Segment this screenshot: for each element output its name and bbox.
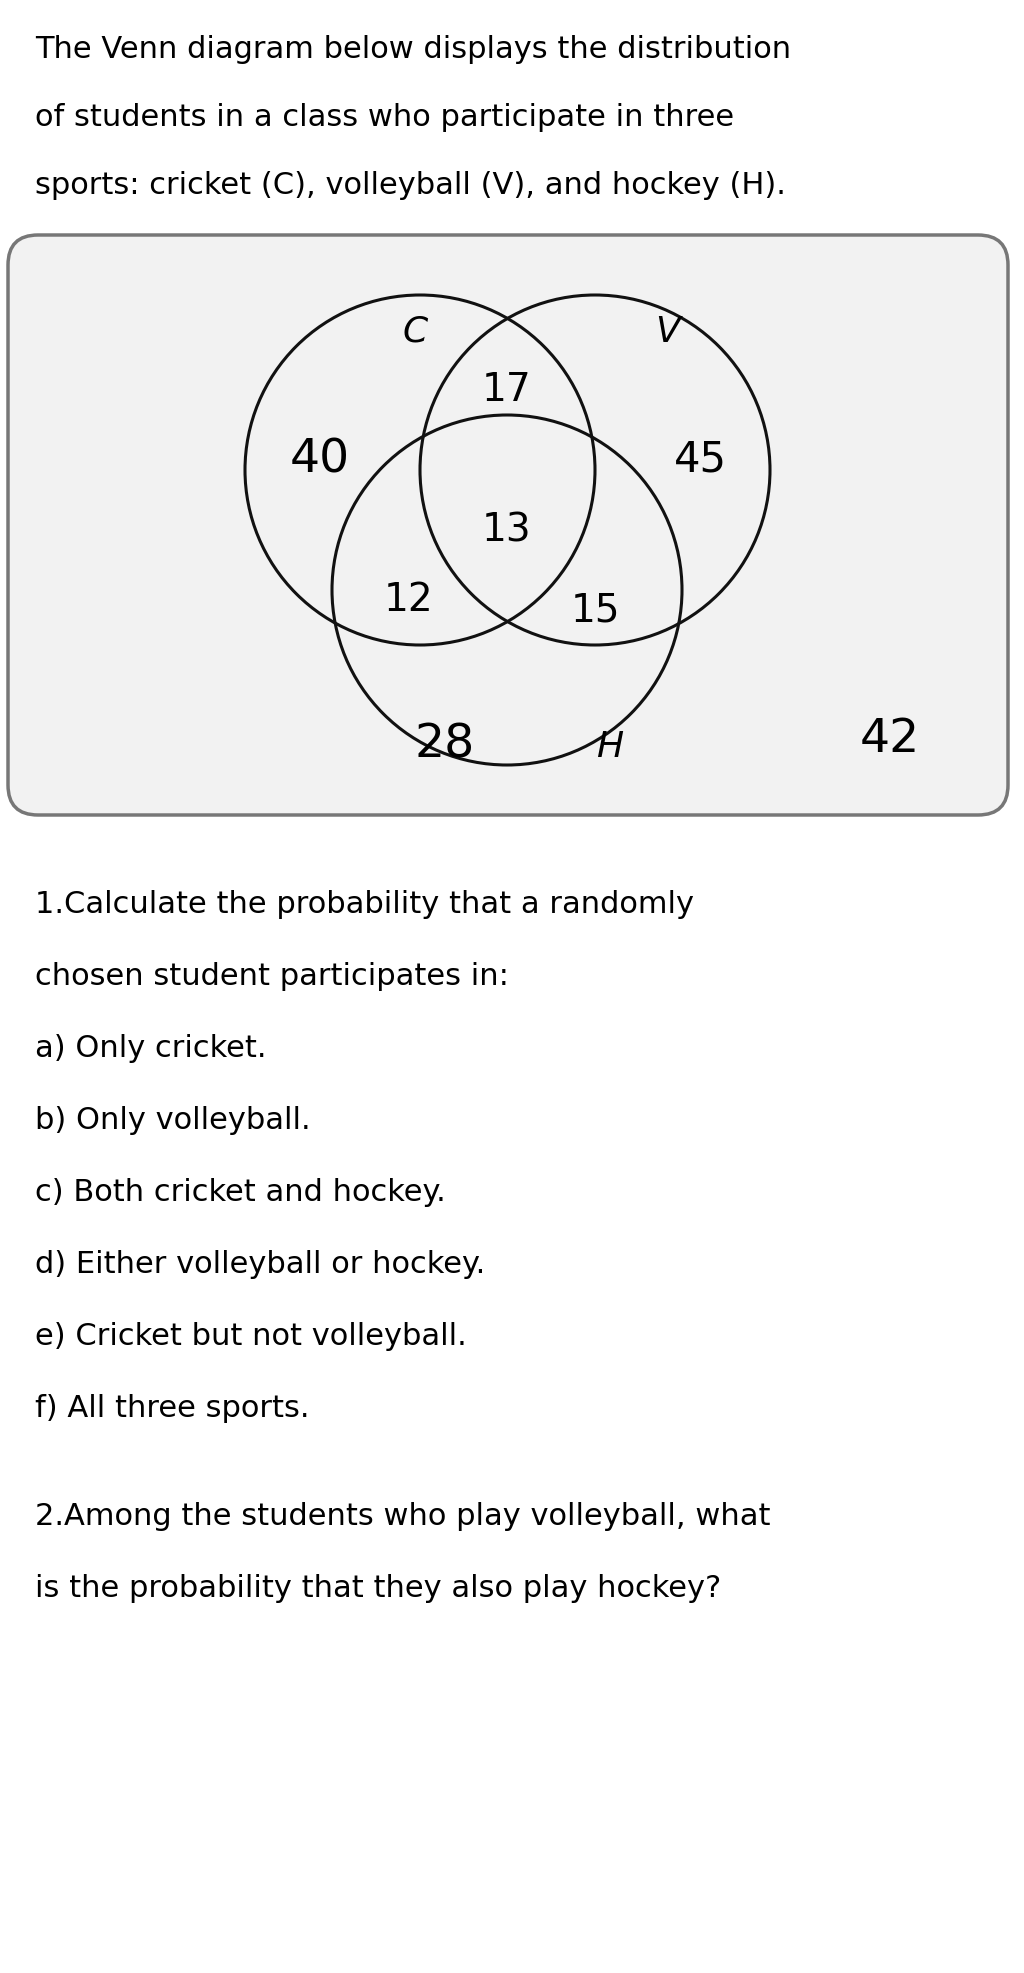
Text: a) Only cricket.: a) Only cricket. [35,1034,266,1063]
Text: 42: 42 [860,718,921,762]
Text: d) Either volleyball or hockey.: d) Either volleyball or hockey. [35,1251,485,1279]
Text: 45: 45 [674,440,726,481]
Text: of students in a class who participate in three: of students in a class who participate i… [35,103,734,132]
FancyBboxPatch shape [8,235,1008,815]
Text: f) All three sports.: f) All three sports. [35,1395,309,1423]
Text: e) Cricket but not volleyball.: e) Cricket but not volleyball. [35,1322,467,1352]
Text: 40: 40 [290,438,350,483]
Text: 28: 28 [415,722,475,767]
Text: 17: 17 [482,371,531,408]
Text: is the probability that they also play hockey?: is the probability that they also play h… [35,1574,721,1602]
Text: chosen student participates in:: chosen student participates in: [35,963,509,990]
Text: sports: cricket (C), volleyball (V), and hockey (H).: sports: cricket (C), volleyball (V), and… [35,172,785,199]
Text: V: V [655,316,680,349]
Text: C: C [402,316,428,349]
Text: H: H [596,730,624,764]
Text: 1.Calculate the probability that a randomly: 1.Calculate the probability that a rando… [35,890,694,919]
Text: b) Only volleyball.: b) Only volleyball. [35,1107,310,1134]
Text: 2.Among the students who play volleyball, what: 2.Among the students who play volleyball… [35,1501,770,1531]
Text: The Venn diagram below displays the distribution: The Venn diagram below displays the dist… [35,36,792,63]
Text: 15: 15 [570,592,620,629]
Text: 12: 12 [383,580,433,620]
Text: c) Both cricket and hockey.: c) Both cricket and hockey. [35,1178,445,1207]
Text: 13: 13 [482,511,531,548]
